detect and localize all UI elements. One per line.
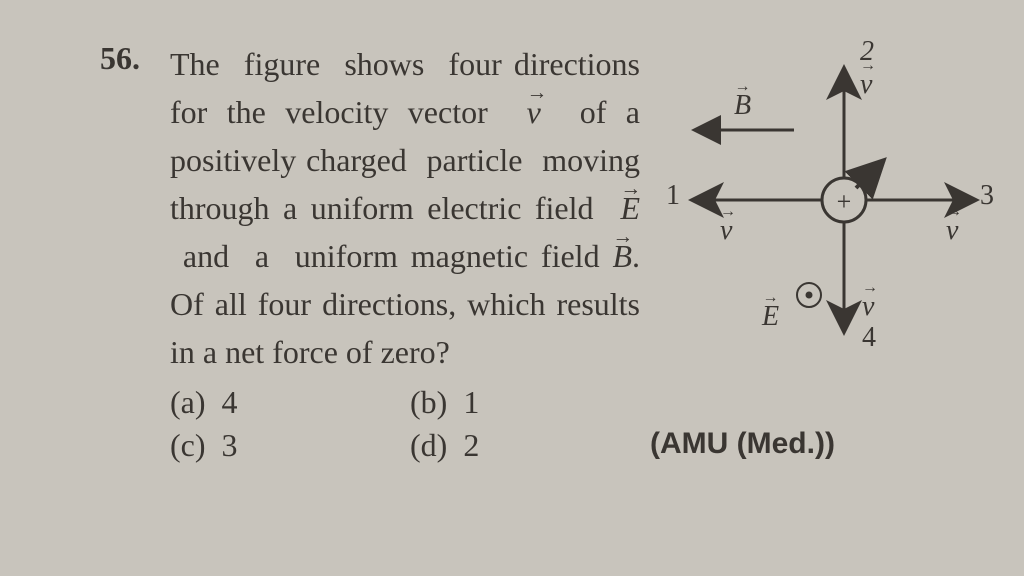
vector-B: B	[612, 232, 632, 280]
options-grid: (a) 4 (b) 1 (c) 3 (d) 2 (AMU (Med.))	[170, 384, 964, 464]
option-b: (b) 1	[410, 384, 650, 421]
label-left-v: →v	[720, 210, 736, 247]
E-out-of-page-icon	[796, 282, 822, 308]
question-text: The figure shows four directions for the…	[170, 40, 640, 376]
label-E: →E	[762, 296, 779, 333]
vector-v: v	[527, 88, 541, 136]
label-B: →B	[734, 85, 751, 122]
question-block: 56. The figure shows four directions for…	[0, 0, 1024, 576]
label-left-num: 1	[666, 180, 680, 212]
option-c: (c) 3	[170, 427, 410, 464]
label-right-num: 3	[980, 180, 994, 212]
vector-diagram: + 2 →v →B 1 →v 3	[634, 30, 994, 370]
label-down-num: 4	[862, 322, 876, 354]
question-source: (AMU (Med.))	[650, 427, 964, 464]
option-d: (d) 2	[410, 427, 650, 464]
label-up-v: →v	[860, 64, 876, 101]
option-a: (a) 4	[170, 384, 410, 421]
label-down-v: →v	[862, 286, 878, 323]
question-number: 56.	[100, 40, 170, 77]
charge-plus: +	[837, 187, 852, 216]
label-right-v: →v	[946, 210, 962, 247]
